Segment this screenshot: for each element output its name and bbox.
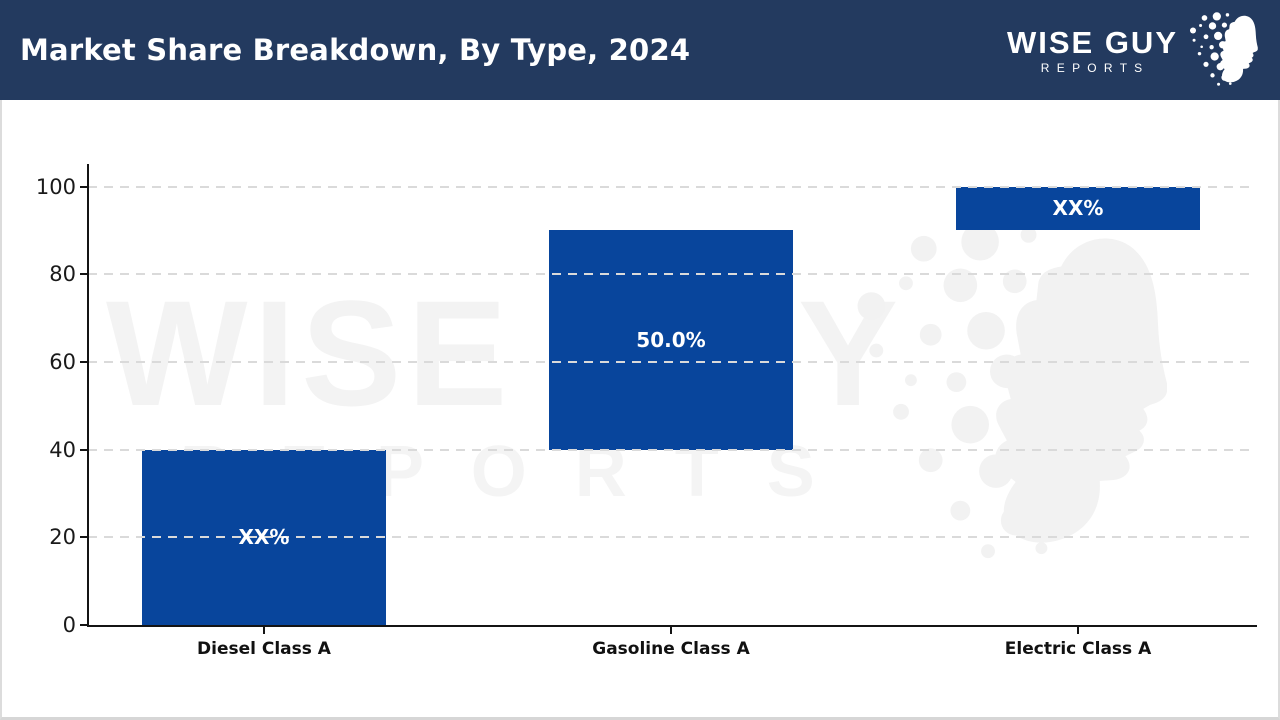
bar	[956, 186, 1200, 231]
gridline	[88, 185, 1256, 188]
gridline	[88, 536, 1256, 539]
x-category-label: Electric Class A	[1004, 639, 1152, 659]
bar-value-label: XX%	[238, 525, 290, 550]
brand-head-icon	[1189, 12, 1258, 86]
y-tick	[80, 273, 88, 276]
y-tick-label: 20	[49, 525, 76, 550]
x-tick	[670, 627, 672, 634]
gridline	[88, 273, 1256, 276]
x-tick	[1077, 627, 1079, 634]
y-tick-label: 80	[49, 262, 76, 287]
y-tick	[80, 624, 88, 626]
gridline	[88, 448, 1256, 451]
y-tick	[80, 185, 88, 188]
y-tick-label: 40	[49, 437, 76, 462]
x-axis-line	[87, 625, 1257, 627]
page-title: Market Share Breakdown, By Type, 2024	[20, 33, 691, 67]
brand-subtitle: R E P O R T S	[1040, 60, 1145, 75]
y-tick	[80, 360, 88, 363]
y-tick-label: 0	[62, 613, 76, 637]
gridline	[88, 360, 1256, 363]
x-tick	[263, 627, 265, 634]
header-bar: Market Share Breakdown, By Type, 2024 WI…	[0, 0, 1280, 100]
brand-name: WISE GUY	[1006, 24, 1178, 60]
brand-logo: WISE GUY R E P O R T S	[1007, 12, 1258, 88]
y-tick	[80, 448, 88, 451]
bar	[549, 230, 793, 450]
y-tick-label: 100	[35, 174, 76, 199]
y-axis-line	[87, 164, 89, 627]
x-category-label: Diesel Class A	[197, 639, 331, 659]
bar-value-label: 50.0%	[636, 327, 706, 352]
x-category-label: Gasoline Class A	[592, 639, 750, 659]
bar-value-label: XX%	[1052, 196, 1104, 221]
y-tick-label: 60	[49, 349, 76, 374]
brand-logo-text: WISE GUY R E P O R T S	[1007, 27, 1178, 74]
y-tick	[80, 536, 88, 539]
